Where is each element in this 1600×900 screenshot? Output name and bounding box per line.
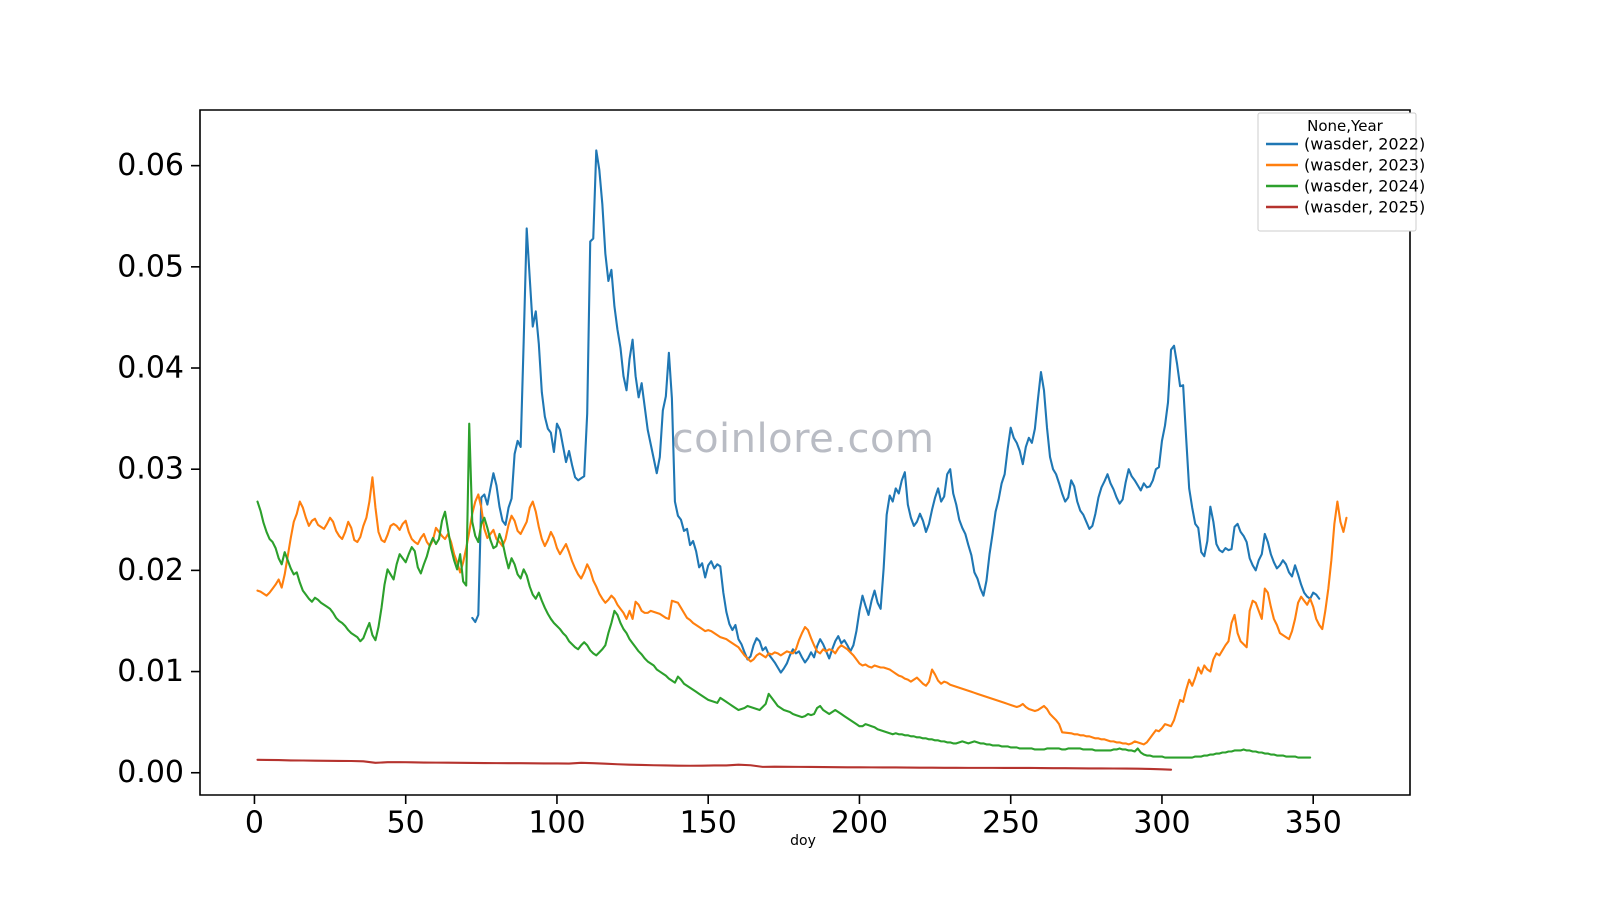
y-tick-label: 0.02 (117, 553, 184, 588)
x-tick-label: 350 (1285, 806, 1342, 841)
legend-background (1257, 112, 1417, 232)
series-lines-group (256, 149, 1348, 771)
y-tick-label: 0.04 (117, 351, 184, 386)
legend-label-1[interactable]: (wasder, 2022) (1304, 135, 1425, 154)
series-line-2 (256, 476, 1348, 746)
x-tick-label: 250 (982, 806, 1039, 841)
x-tick-label: 100 (528, 806, 585, 841)
axes-group (199, 109, 1411, 796)
y-tick-label: 0.05 (117, 249, 184, 284)
y-tick-label: 0.01 (117, 654, 184, 689)
ticks-group (191, 164, 1314, 804)
chart-legend[interactable]: None,Year(wasder, 2022) (wasder, 2023) (wa… (1257, 112, 1425, 232)
series-line-3 (256, 422, 1312, 759)
y-tick-label: 0.00 (117, 755, 184, 790)
tick-labels-group: 0.00 0.01 0.02 0.03 0.04 0.05 0.06 0 50 100 150 200… (117, 148, 1342, 840)
x-axis-title: doy (790, 833, 816, 849)
y-tick-label: 0.03 (117, 452, 184, 487)
x-tick-label: 200 (831, 806, 888, 841)
watermark-text: coinlore.com (672, 416, 935, 462)
legend-label-4[interactable]: (wasder, 2025) (1304, 198, 1425, 217)
legend-label-2[interactable]: (wasder, 2023) (1304, 156, 1425, 175)
x-tick-label: 50 (387, 806, 425, 841)
series-line-4 (256, 758, 1173, 771)
x-tick-label: 150 (680, 806, 737, 841)
x-tick-label: 0 (245, 806, 264, 841)
y-tick-label: 0.06 (117, 148, 184, 183)
legend-title: None,Year (1307, 117, 1383, 135)
plot-border (199, 109, 1411, 796)
x-tick-label: 300 (1133, 806, 1190, 841)
series-line-1 (471, 149, 1321, 674)
legend-label-3[interactable]: (wasder, 2024) (1304, 177, 1425, 196)
